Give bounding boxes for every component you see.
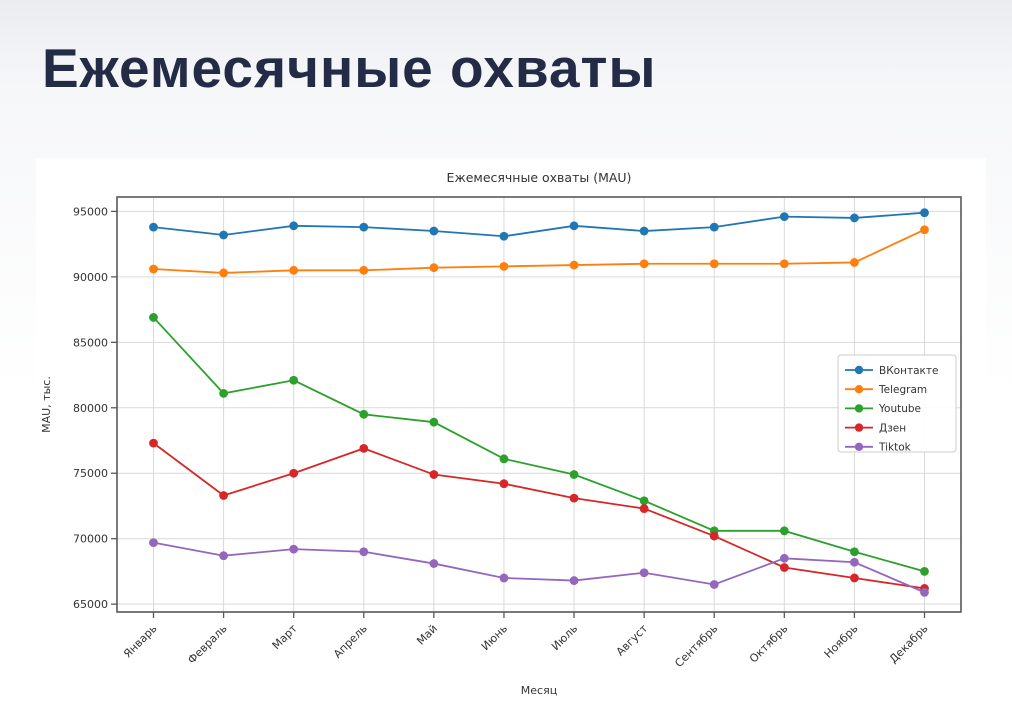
y-tick-label: 95000 xyxy=(73,205,108,218)
x-tick-label: Ноябрь xyxy=(822,622,861,661)
data-point xyxy=(779,553,789,563)
data-point xyxy=(569,221,579,231)
y-tick-label: 75000 xyxy=(73,467,108,480)
data-point xyxy=(920,208,929,218)
data-point xyxy=(920,567,929,576)
legend-marker xyxy=(854,365,864,375)
y-tick-label: 65000 xyxy=(73,598,108,611)
legend-marker xyxy=(854,404,864,413)
y-tick-label: 80000 xyxy=(73,402,108,415)
data-point xyxy=(149,222,158,232)
data-point xyxy=(289,375,299,385)
data-point xyxy=(850,547,859,557)
data-point xyxy=(429,417,439,427)
data-point xyxy=(850,213,859,223)
data-point xyxy=(779,212,789,222)
legend-label: Youtube xyxy=(878,403,921,415)
data-point xyxy=(289,468,299,478)
data-point xyxy=(779,259,789,269)
legend-label: Telegram xyxy=(878,384,927,396)
data-point xyxy=(779,526,789,536)
data-point xyxy=(569,493,579,503)
data-point xyxy=(569,576,579,585)
data-point xyxy=(499,479,509,489)
page-title: Ежемесячные охваты xyxy=(42,37,657,99)
data-point xyxy=(219,388,228,398)
chart-figure: 65000 70000 75000 80000 85000 90000 95000 Январ… xyxy=(36,158,986,714)
data-point xyxy=(289,544,299,554)
x-tick-label: Июнь xyxy=(479,622,510,653)
y-axis-label: MAU, тыс. xyxy=(40,376,53,433)
data-point xyxy=(359,265,369,275)
data-point xyxy=(639,568,649,578)
x-tick-label: Август xyxy=(614,622,651,659)
chart-title: Ежемесячные охваты (MAU) xyxy=(447,170,632,185)
data-point xyxy=(359,222,369,232)
data-point xyxy=(149,264,158,274)
data-point xyxy=(149,313,158,322)
data-point xyxy=(499,261,509,271)
data-point xyxy=(219,551,228,561)
data-point xyxy=(569,260,579,270)
data-point xyxy=(569,470,579,479)
legend-marker xyxy=(854,385,864,394)
data-point xyxy=(850,258,859,267)
data-point xyxy=(779,563,789,572)
data-point xyxy=(639,226,649,236)
y-tick-label: 90000 xyxy=(73,271,108,284)
data-point xyxy=(709,222,719,232)
data-point xyxy=(499,573,509,583)
y-tick-label: 85000 xyxy=(73,336,108,349)
x-tick-label: Сентябрь xyxy=(672,622,720,670)
data-point xyxy=(429,263,439,273)
data-point xyxy=(850,557,859,567)
data-point xyxy=(709,259,719,269)
data-point xyxy=(359,409,369,419)
series-line xyxy=(152,442,925,590)
data-point xyxy=(149,538,158,548)
data-point xyxy=(499,454,509,464)
data-point xyxy=(429,226,439,236)
mau-line-chart: 65000 70000 75000 80000 85000 90000 95000 Январ… xyxy=(40,170,962,697)
data-point xyxy=(429,559,439,568)
x-tick-label: Март xyxy=(270,622,301,653)
legend-label: Дзен xyxy=(879,422,906,434)
x-tick-label: Октябрь xyxy=(747,622,791,666)
legend-marker xyxy=(854,442,864,451)
series-line xyxy=(152,316,925,573)
x-tick-label: Декабрь xyxy=(887,622,931,666)
x-tick-label: Июль xyxy=(549,622,580,653)
x-tick-label: Январь xyxy=(121,622,160,661)
data-point xyxy=(289,221,299,231)
data-point xyxy=(429,470,439,479)
data-point xyxy=(709,580,719,589)
x-tick-label: Февраль xyxy=(185,622,230,667)
data-point xyxy=(219,491,228,500)
data-point xyxy=(850,573,859,583)
series-line xyxy=(153,228,925,274)
series-line xyxy=(153,211,925,238)
series-line xyxy=(153,541,925,594)
data-point xyxy=(639,259,649,269)
legend-label: Tiktok xyxy=(878,442,912,454)
data-point xyxy=(289,265,299,275)
data-point xyxy=(709,531,719,541)
data-point xyxy=(219,230,228,240)
x-axis-label: Месяц xyxy=(521,684,557,697)
x-tick-label: Апрель xyxy=(331,622,370,661)
x-tick-label: Май xyxy=(414,622,440,648)
data-point xyxy=(920,225,929,235)
data-point xyxy=(149,438,158,448)
y-tick-label: 70000 xyxy=(73,533,108,546)
plot-frame xyxy=(116,196,962,613)
data-point xyxy=(920,587,929,597)
data-point xyxy=(359,547,369,557)
data-point xyxy=(219,268,228,278)
data-point xyxy=(359,443,369,453)
legend-label: ВКонтакте xyxy=(879,365,938,377)
data-point xyxy=(639,504,649,513)
data-point xyxy=(499,231,509,241)
legend-marker xyxy=(854,423,864,432)
data-point xyxy=(639,496,649,506)
